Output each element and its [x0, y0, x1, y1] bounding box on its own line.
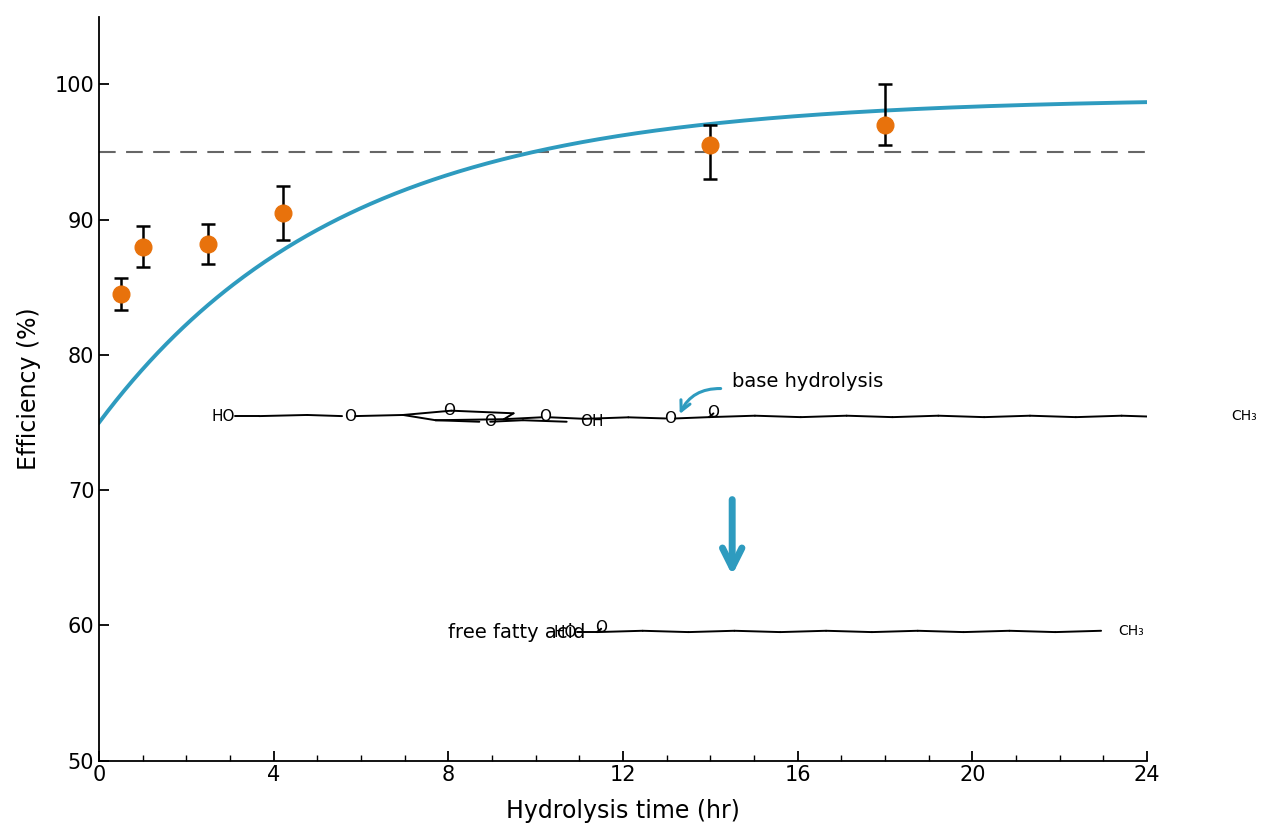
Text: OH: OH	[579, 414, 604, 429]
Text: base hydrolysis: base hydrolysis	[732, 372, 884, 391]
X-axis label: Hydrolysis time (hr): Hydrolysis time (hr)	[506, 800, 741, 823]
Text: O: O	[539, 409, 552, 424]
Text: free fatty acid: free fatty acid	[449, 622, 586, 642]
Text: CH₃: CH₃	[1231, 409, 1257, 423]
Text: O: O	[664, 411, 676, 426]
Text: O: O	[708, 405, 719, 420]
Text: CH₃: CH₃	[1118, 624, 1144, 638]
Text: O: O	[595, 621, 607, 635]
Text: O: O	[344, 408, 356, 423]
Text: HO: HO	[212, 408, 235, 423]
Text: O: O	[484, 414, 497, 429]
Text: O: O	[443, 403, 455, 417]
Text: HO: HO	[554, 625, 577, 639]
Y-axis label: Efficiency (%): Efficiency (%)	[16, 307, 41, 470]
